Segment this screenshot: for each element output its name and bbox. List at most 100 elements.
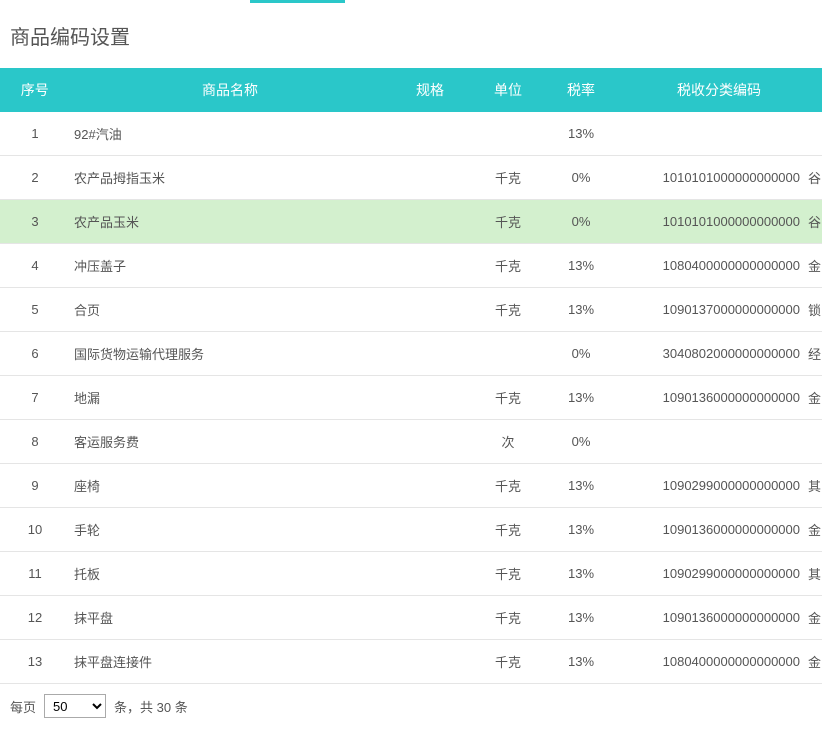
- cell-name: 国际货物运输代理服务: [70, 332, 390, 376]
- cell-seq: 5: [0, 288, 70, 332]
- cell-extra: 金: [806, 640, 822, 684]
- cell-seq: 4: [0, 244, 70, 288]
- table-row[interactable]: 11托板千克13%1090299000000000000其: [0, 552, 822, 596]
- cell-spec: [390, 200, 470, 244]
- cell-rate: 13%: [546, 552, 616, 596]
- cell-code: [616, 112, 806, 156]
- cell-rate: 0%: [546, 156, 616, 200]
- table-row[interactable]: 2农产品拇指玉米 千克0%1010101000000000000谷: [0, 156, 822, 200]
- cell-spec: [390, 640, 470, 684]
- cell-seq: 6: [0, 332, 70, 376]
- cell-unit: 千克: [470, 156, 546, 200]
- cell-spec: [390, 332, 470, 376]
- cell-extra: 谷: [806, 200, 822, 244]
- cell-spec: [390, 464, 470, 508]
- cell-spec: [390, 508, 470, 552]
- cell-code: 1090136000000000000: [616, 508, 806, 552]
- cell-unit: 千克: [470, 508, 546, 552]
- cell-name: 农产品玉米: [70, 200, 390, 244]
- cell-code: [616, 420, 806, 464]
- cell-extra: 其: [806, 552, 822, 596]
- cell-name: 地漏: [70, 376, 390, 420]
- cell-unit: 千克: [470, 288, 546, 332]
- cell-unit: [470, 332, 546, 376]
- cell-spec: [390, 112, 470, 156]
- cell-name: 冲压盖子: [70, 244, 390, 288]
- cell-seq: 12: [0, 596, 70, 640]
- cell-rate: 0%: [546, 420, 616, 464]
- cell-spec: [390, 596, 470, 640]
- cell-unit: [470, 112, 546, 156]
- cell-code: 1090136000000000000: [616, 376, 806, 420]
- cell-spec: [390, 420, 470, 464]
- cell-code: 1080400000000000000: [616, 244, 806, 288]
- table-header-row: 序号 商品名称 规格 单位 税率 税收分类编码: [0, 68, 822, 112]
- cell-unit: 千克: [470, 552, 546, 596]
- table-row[interactable]: 3农产品玉米千克0%1010101000000000000谷: [0, 200, 822, 244]
- cell-extra: 金: [806, 244, 822, 288]
- cell-seq: 11: [0, 552, 70, 596]
- cell-code: 1090136000000000000: [616, 596, 806, 640]
- cell-seq: 2: [0, 156, 70, 200]
- cell-unit: 千克: [470, 200, 546, 244]
- cell-name: 托板: [70, 552, 390, 596]
- cell-rate: 13%: [546, 244, 616, 288]
- cell-name: 客运服务费: [70, 420, 390, 464]
- cell-extra: [806, 420, 822, 464]
- per-page-label: 每页: [10, 697, 36, 716]
- cell-spec: [390, 552, 470, 596]
- pagination-bar: 每页 50 条，共 30 条: [0, 684, 830, 732]
- cell-extra: 锁: [806, 288, 822, 332]
- col-header-rate[interactable]: 税率: [546, 68, 616, 112]
- table-row[interactable]: 10手轮 千克13%1090136000000000000金: [0, 508, 822, 552]
- cell-seq: 1: [0, 112, 70, 156]
- table-row[interactable]: 7地漏千克13%1090136000000000000金: [0, 376, 822, 420]
- table-row[interactable]: 6国际货物运输代理服务0%3040802000000000000经: [0, 332, 822, 376]
- cell-seq: 13: [0, 640, 70, 684]
- col-header-name[interactable]: 商品名称: [70, 68, 390, 112]
- cell-code: 3040802000000000000: [616, 332, 806, 376]
- cell-unit: 次: [470, 420, 546, 464]
- cell-unit: 千克: [470, 244, 546, 288]
- cell-seq: 10: [0, 508, 70, 552]
- cell-name: 抹平盘: [70, 596, 390, 640]
- cell-extra: 其: [806, 464, 822, 508]
- cell-spec: [390, 376, 470, 420]
- table-row[interactable]: 9座椅千克13%1090299000000000000其: [0, 464, 822, 508]
- cell-code: 1080400000000000000: [616, 640, 806, 684]
- cell-unit: 千克: [470, 640, 546, 684]
- col-header-unit[interactable]: 单位: [470, 68, 546, 112]
- cell-unit: 千克: [470, 464, 546, 508]
- table-row[interactable]: 192#汽油13%: [0, 112, 822, 156]
- cell-unit: 千克: [470, 376, 546, 420]
- cell-seq: 8: [0, 420, 70, 464]
- table-row[interactable]: 5合页千克13%1090137000000000000锁: [0, 288, 822, 332]
- cell-spec: [390, 244, 470, 288]
- table-row[interactable]: 12抹平盘千克13%1090136000000000000金: [0, 596, 822, 640]
- cell-rate: 13%: [546, 112, 616, 156]
- table-row[interactable]: 8客运服务费 次0%: [0, 420, 822, 464]
- cell-name: 农产品拇指玉米: [70, 156, 390, 200]
- cell-name: 合页: [70, 288, 390, 332]
- cell-extra: 金: [806, 508, 822, 552]
- pagination-summary: 条，共 30 条: [114, 697, 188, 716]
- cell-code: 1090299000000000000: [616, 464, 806, 508]
- col-header-spec[interactable]: 规格: [390, 68, 470, 112]
- cell-rate: 13%: [546, 508, 616, 552]
- cell-code: 1010101000000000000: [616, 156, 806, 200]
- per-page-select[interactable]: 50: [44, 694, 106, 718]
- cell-rate: 13%: [546, 376, 616, 420]
- col-header-code[interactable]: 税收分类编码: [616, 68, 822, 112]
- cell-rate: 13%: [546, 464, 616, 508]
- table-row[interactable]: 4冲压盖子 千克13%1080400000000000000金: [0, 244, 822, 288]
- cell-name: 手轮: [70, 508, 390, 552]
- cell-spec: [390, 156, 470, 200]
- table-row[interactable]: 13抹平盘连接件千克13%1080400000000000000金: [0, 640, 822, 684]
- cell-seq: 9: [0, 464, 70, 508]
- col-header-seq[interactable]: 序号: [0, 68, 70, 112]
- cell-extra: 谷: [806, 156, 822, 200]
- cell-code: 1090137000000000000: [616, 288, 806, 332]
- cell-rate: 0%: [546, 332, 616, 376]
- cell-code: 1010101000000000000: [616, 200, 806, 244]
- product-code-table: 序号 商品名称 规格 单位 税率 税收分类编码 192#汽油13%2农产品拇指玉…: [0, 68, 822, 684]
